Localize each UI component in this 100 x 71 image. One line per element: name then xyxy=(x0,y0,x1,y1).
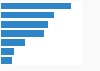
Bar xyxy=(1,48,14,55)
Bar xyxy=(1,3,71,9)
Bar xyxy=(1,12,54,18)
Bar xyxy=(1,30,44,37)
Bar xyxy=(1,39,25,46)
Bar xyxy=(1,57,12,64)
Bar xyxy=(1,21,48,28)
